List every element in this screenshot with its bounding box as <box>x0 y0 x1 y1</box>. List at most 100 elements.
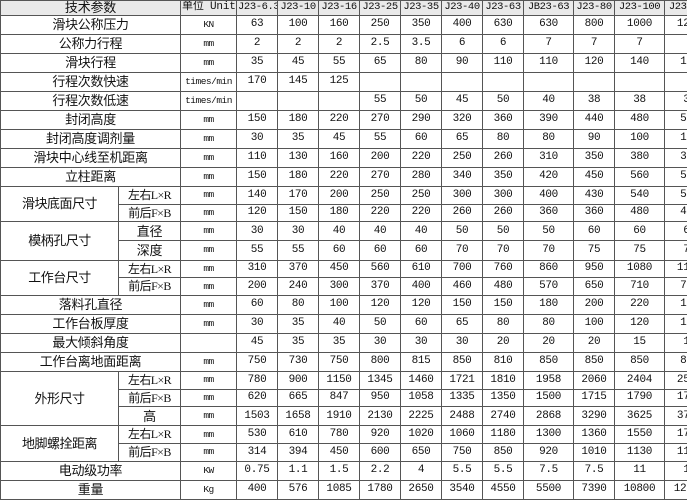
value-cell: 550 <box>664 167 687 188</box>
value-cell: 2504 <box>664 371 687 390</box>
value-cell: 310 <box>236 259 279 279</box>
value-cell: 390 <box>664 147 687 169</box>
value-cell: 350 <box>400 14 443 35</box>
value-cell: 100 <box>614 128 666 149</box>
value-cell: 180 <box>277 167 320 188</box>
unit-cell: mm <box>180 294 238 315</box>
parameter-name: 电动级功率 <box>0 460 182 481</box>
unit-cell: Kg <box>180 479 238 500</box>
value-cell: 560 <box>614 167 666 188</box>
value-cell: 3715 <box>664 406 687 427</box>
unit-cell: mm <box>180 371 238 390</box>
value-cell: 800 <box>359 351 402 373</box>
value-cell: 2.2 <box>359 460 402 481</box>
parameter-name: 滑块公称压力 <box>0 14 182 35</box>
header-row: 技术参数 单位 Unit J23-6.3 J23-10 J23-16 J23-25 J23-… <box>0 0 687 16</box>
value-cell: 850 <box>482 443 525 462</box>
value-cell: 50 <box>441 221 484 242</box>
value-cell: 70 <box>482 240 525 261</box>
sub-label-height: 高 <box>117 406 182 427</box>
value-cell: 340 <box>441 167 484 188</box>
value-cell: 170 <box>236 71 279 92</box>
header-parameter-label: 技术参数 <box>0 0 182 16</box>
value-cell: 290 <box>400 109 443 130</box>
value-cell: 540 <box>664 186 687 205</box>
value-cell: 1460 <box>400 371 443 390</box>
value-cell: 800 <box>573 14 616 35</box>
table-row: 深度mm5555606060707070757575 <box>1 240 687 261</box>
value-cell: 370 <box>359 277 402 296</box>
table-row: 落料孔直径mm6080100120120150150180200220180 <box>0 294 687 315</box>
header-model-J23-63: J23-63 <box>482 0 525 16</box>
value-cell: 850 <box>573 351 616 373</box>
value-cell: 180 <box>318 203 361 223</box>
value-cell: 220 <box>318 167 361 188</box>
table-row: 滑块底面尺寸 左右L×R mm 140 170 200 250 250 300 300 400 430… <box>0 186 687 223</box>
value-cell: 100 <box>664 128 687 149</box>
value-cell: 2130 <box>359 406 402 427</box>
value-cell: 480 <box>614 203 666 223</box>
unit-cell: mm <box>180 203 238 223</box>
value-cell: 75 <box>664 240 687 261</box>
parameter-name: 工作台板厚度 <box>0 313 182 334</box>
value-cell: 65 <box>441 128 484 149</box>
value-cell: 650 <box>400 443 443 462</box>
value-cell: 750 <box>236 351 279 373</box>
value-cell: 630 <box>482 14 525 35</box>
value-cell: 60 <box>573 221 616 242</box>
unit-cell: mm <box>180 240 238 261</box>
value-cell: 1058 <box>400 388 443 408</box>
unit-cell: KN <box>180 14 238 35</box>
value-cell: 60 <box>359 240 402 261</box>
value-cell: 150 <box>236 109 279 130</box>
parameter-name: 公称力行程 <box>0 33 182 54</box>
value-cell: 30 <box>277 221 320 242</box>
value-cell: 610 <box>277 425 320 445</box>
unit-cell: mm <box>180 313 238 334</box>
value-cell: 280 <box>400 167 443 188</box>
value-cell: 145 <box>277 71 320 92</box>
value-cell: 40 <box>400 221 443 242</box>
value-cell: 45 <box>441 90 484 111</box>
value-cell: 260 <box>482 203 525 223</box>
value-cell: 530 <box>236 425 279 445</box>
unit-cell: mm <box>180 388 238 408</box>
value-cell: 540 <box>614 186 666 205</box>
unit-cell: mm <box>180 186 238 205</box>
value-cell: 60 <box>236 294 279 315</box>
value-cell: 480 <box>664 203 687 223</box>
value-cell: 7.5 <box>573 460 616 481</box>
parameter-name: 滑块中心线至机距离 <box>0 147 182 169</box>
value-cell: 8 <box>664 33 687 54</box>
value-cell: 70 <box>523 240 575 261</box>
value-cell: 13 <box>664 332 687 353</box>
value-cell: 11 <box>614 460 666 481</box>
unit-cell: mm <box>180 109 238 130</box>
value-cell: 860 <box>523 259 575 279</box>
value-cell: 125 <box>318 71 361 92</box>
value-cell: 300 <box>318 277 361 296</box>
value-cell: 30 <box>236 313 279 334</box>
value-cell: 40 <box>318 313 361 334</box>
value-cell: 35 <box>236 52 279 73</box>
value-cell: 1060 <box>441 425 484 445</box>
value-cell: 45 <box>236 332 279 353</box>
value-cell: 3290 <box>573 406 616 427</box>
value-cell: 250 <box>359 14 402 35</box>
value-cell: 70 <box>441 240 484 261</box>
value-cell: 150 <box>277 203 320 223</box>
value-cell: 920 <box>523 443 575 462</box>
unit-cell: times/min <box>180 90 238 111</box>
value-cell: 1000 <box>614 14 666 35</box>
table-row: 工作台板厚度mm3035405060658080100120130 <box>0 313 687 334</box>
value-cell: 1500 <box>523 388 575 408</box>
value-cell: 35 <box>318 332 361 353</box>
table-row: 前后F×B mm 314 394 450 600 650 750 850 920 1010 1130 1… <box>1 443 687 462</box>
value-cell: 1100 <box>664 259 687 279</box>
table-row: 工作台尺寸 左右L×R mm 310 370 450 560 610 700 760 860 950 1… <box>0 259 687 296</box>
value-cell: 810 <box>482 351 525 373</box>
value-cell: 260 <box>441 203 484 223</box>
header-model-J23-40: J23-40 <box>441 0 484 16</box>
sub-label-diameter: 直径 <box>117 221 182 242</box>
value-cell: 45 <box>277 52 320 73</box>
